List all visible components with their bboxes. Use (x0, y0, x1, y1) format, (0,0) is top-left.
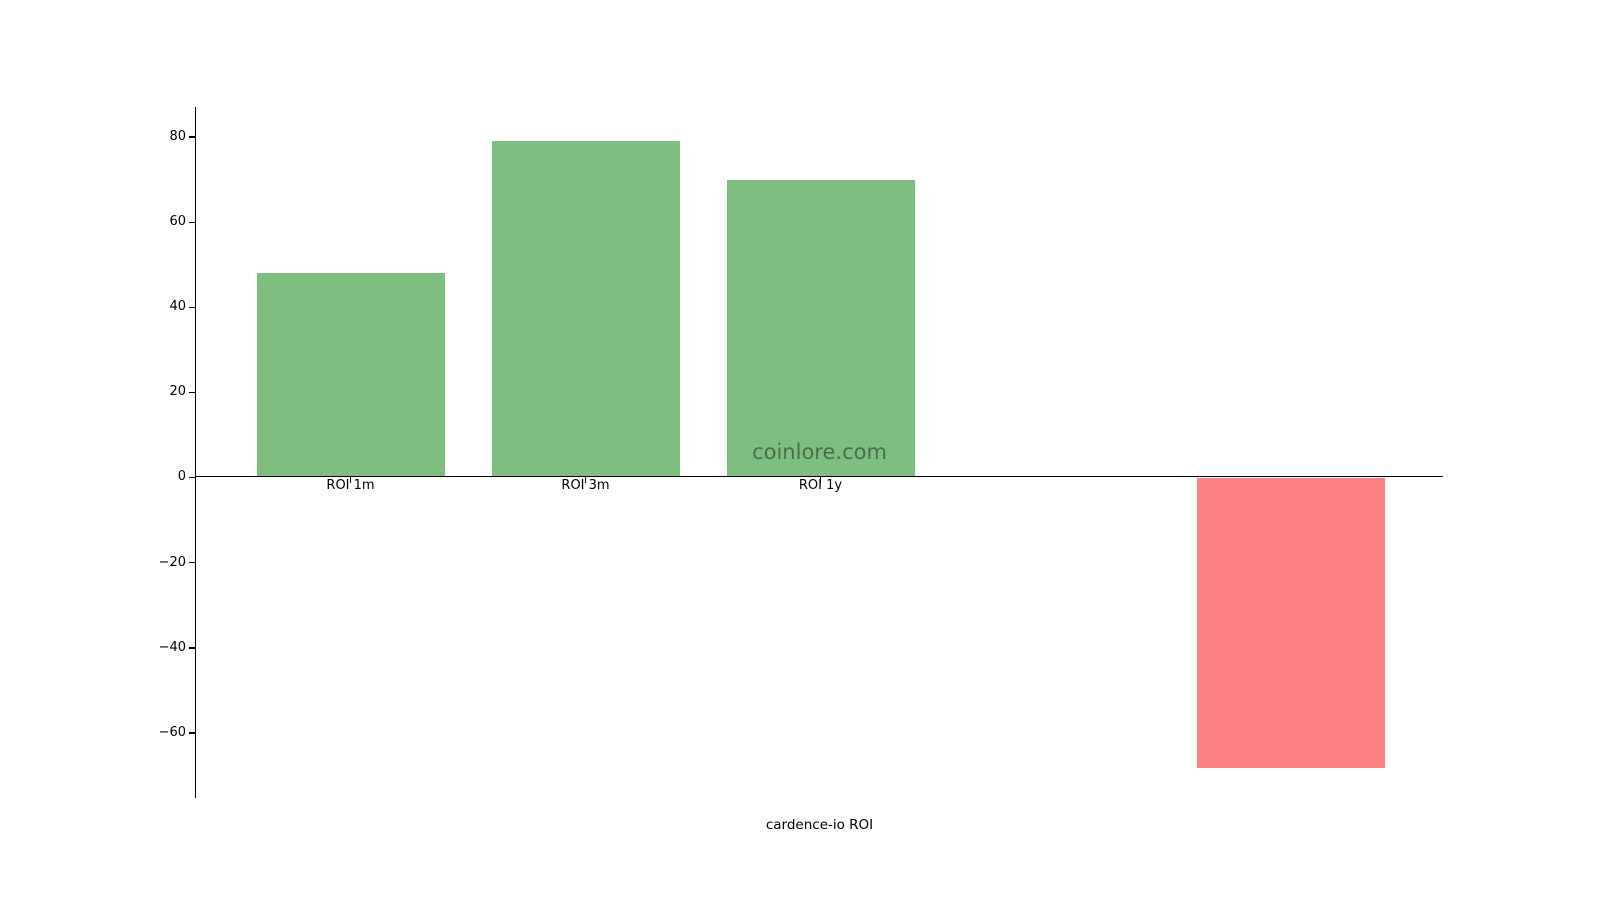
y-tick-label-80: 80 (169, 128, 186, 144)
y-tick-mark-60 (189, 221, 196, 223)
y-tick-mark--20 (189, 562, 196, 564)
bar-roi-1y (726, 179, 915, 478)
chart-title: cardence-io ROI (765, 817, 874, 833)
bar-roi-1m (256, 273, 445, 478)
y-tick-label--60: −60 (158, 724, 186, 740)
x-tick-label-roi-1y: ROI 1y (798, 478, 843, 493)
y-tick-label-60: 60 (169, 214, 186, 230)
x-tick-label-roi-3m: ROI 3m (561, 478, 610, 493)
y-tick-mark--60 (189, 732, 196, 734)
y-tick-label-0: 0 (177, 469, 186, 485)
watermark-coinlore: coinlore.com (752, 440, 887, 464)
y-tick-mark-0 (189, 476, 196, 479)
y-tick-mark--40 (189, 647, 196, 649)
x-tick-mark-roi-1m (349, 476, 352, 483)
x-axis-line (196, 476, 1443, 478)
y-tick-mark-80 (189, 136, 196, 138)
x-tick-mark-roi-3m (584, 476, 587, 483)
y-tick-mark-20 (189, 391, 196, 394)
x-tick-mark-roi-1y (819, 476, 822, 483)
y-axis-line (195, 107, 197, 798)
bar-unlabeled-4 (1196, 478, 1385, 768)
x-tick-label-roi-1m: ROI 1m (326, 478, 375, 493)
bar-roi-3m (491, 141, 680, 478)
y-tick-mark-40 (189, 306, 196, 308)
y-tick-label-40: 40 (169, 299, 186, 315)
y-tick-label--20: −20 (158, 554, 186, 570)
y-tick-label-20: 20 (169, 384, 186, 400)
y-tick-label--40: −40 (158, 639, 186, 655)
